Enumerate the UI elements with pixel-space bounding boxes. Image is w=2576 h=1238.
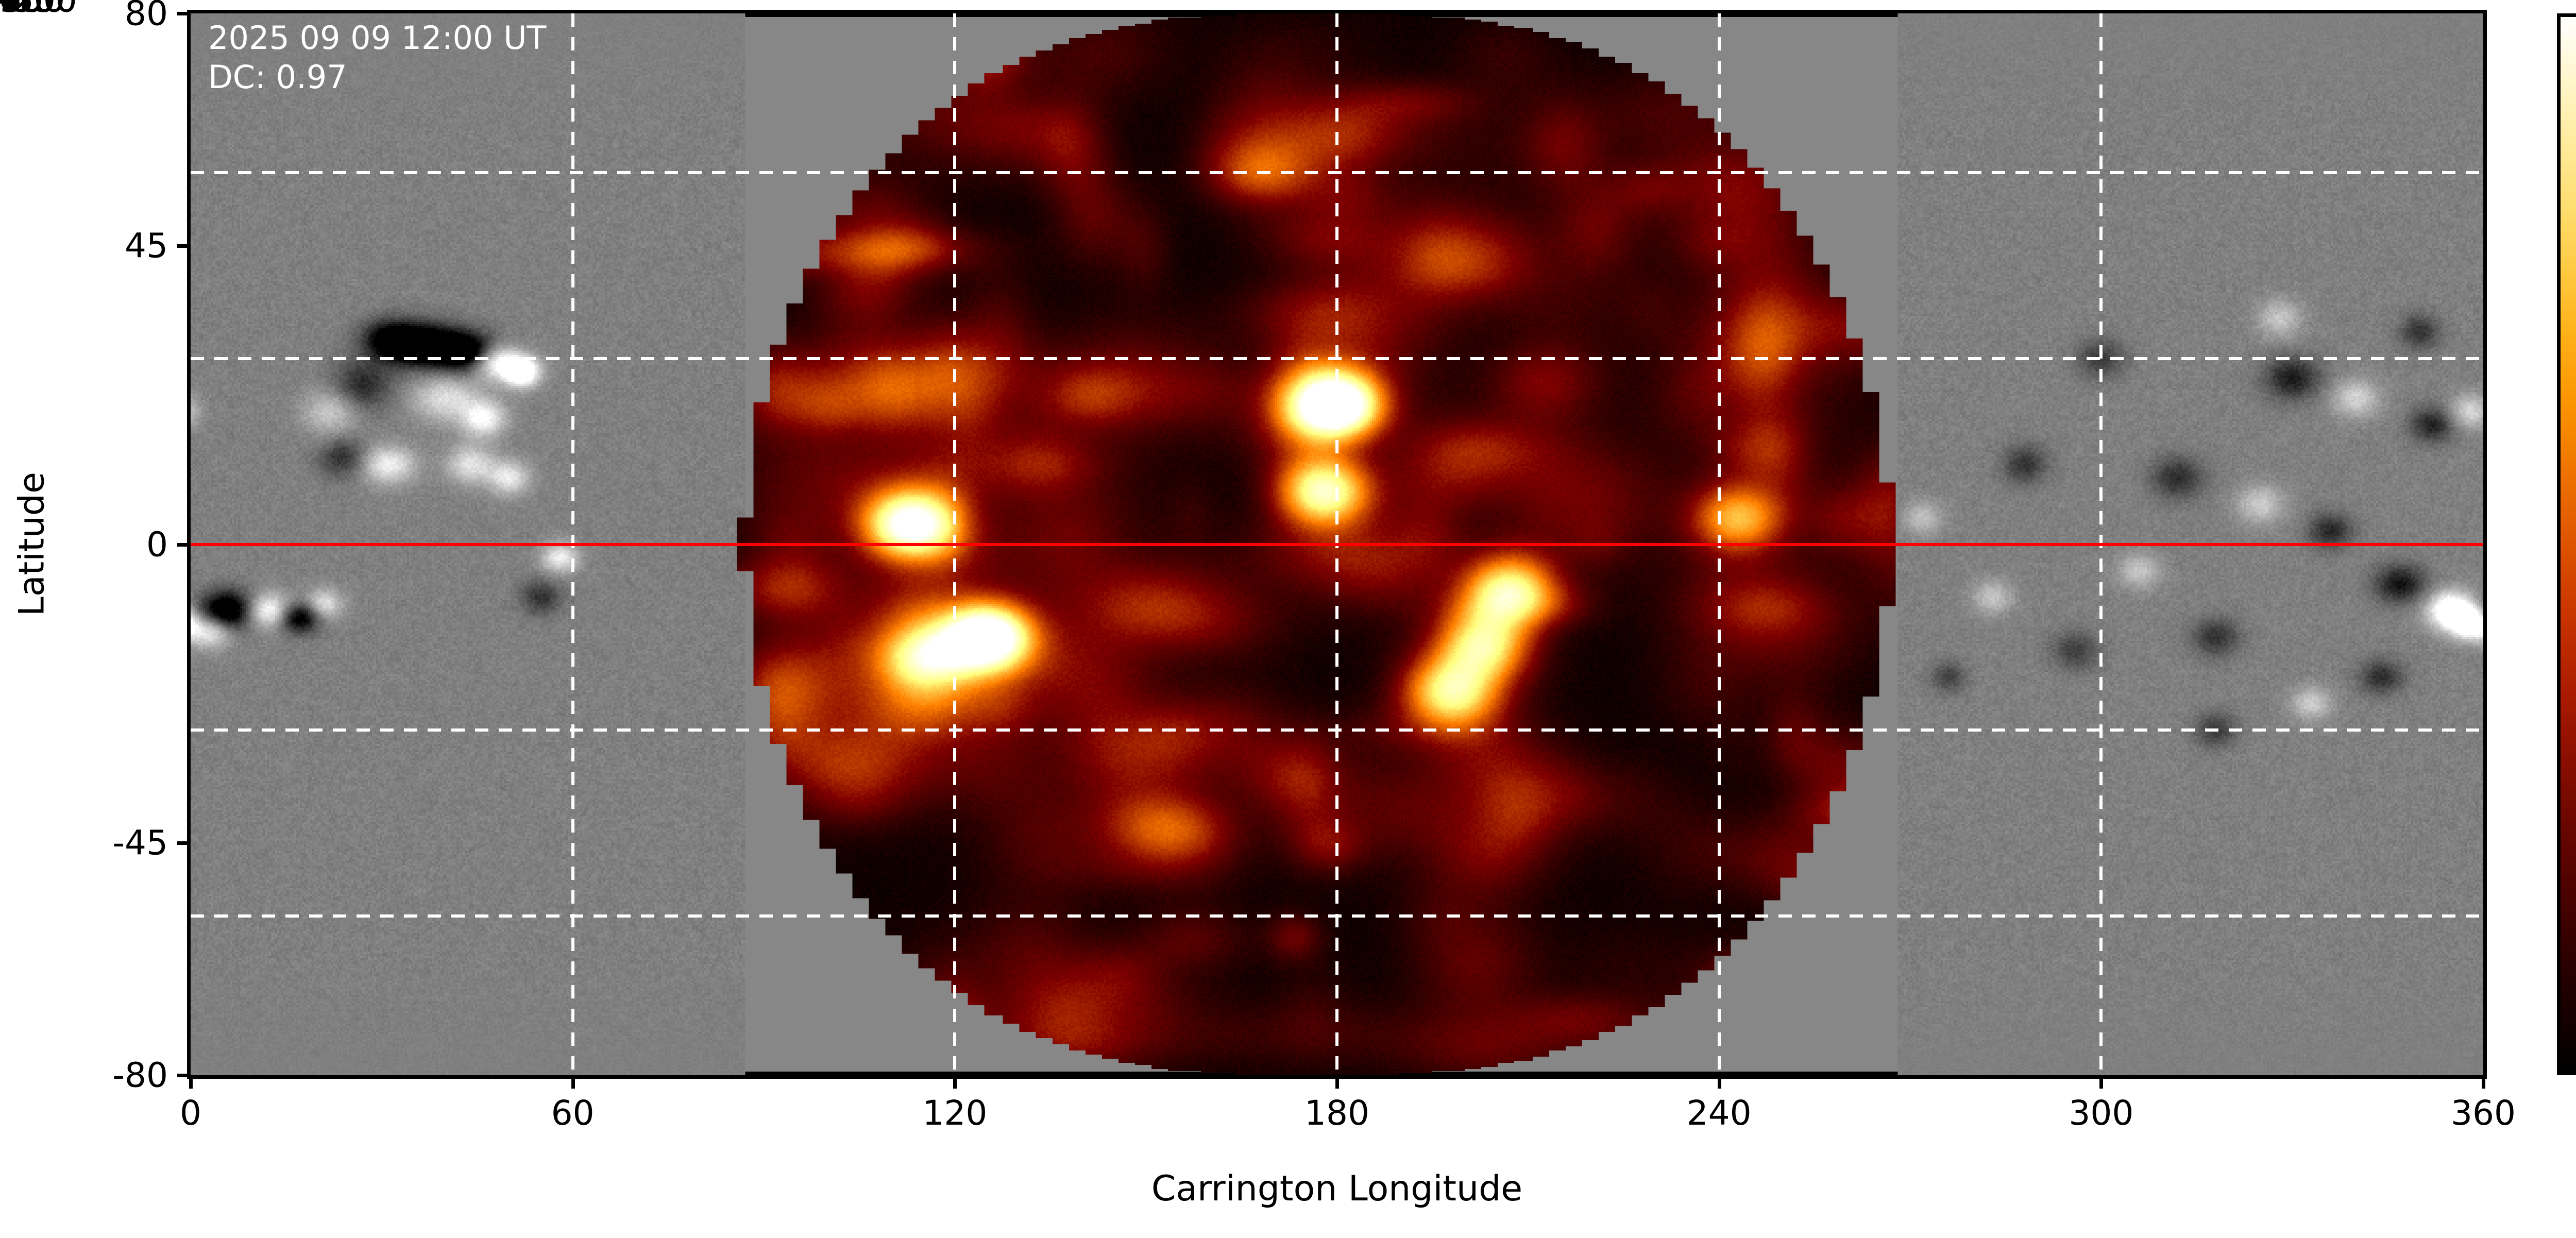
x-axis-label: Carrington Longitude <box>1151 1168 1523 1209</box>
y-tick--45 <box>177 841 191 845</box>
farside-colorbar <box>2557 13 2576 1075</box>
equator-line <box>191 542 2483 546</box>
gridline-latitude--28 <box>191 728 2483 732</box>
frontside-cbtick-200 <box>0 0 13 4</box>
x-tick-label-180: 180 <box>1304 1093 1369 1133</box>
x-tick-360 <box>2482 1075 2485 1089</box>
y-tick-0 <box>177 542 191 547</box>
y-tick-label-45: 45 <box>125 226 168 266</box>
x-tick-label-60: 60 <box>551 1093 595 1133</box>
x-tick-120 <box>953 1075 957 1089</box>
gridline-latitude-56 <box>191 171 2483 175</box>
annotation-block: 2025 09 09 12:00 UT DC: 0.97 <box>208 19 546 96</box>
y-tick-label--45: -45 <box>112 823 168 863</box>
x-tick-label-0: 0 <box>180 1093 201 1133</box>
y-tick-80 <box>177 12 191 15</box>
synoptic-map-axes: NISP NSO INTEGRATED SYNOPTIC PROGRAM 202… <box>191 13 2483 1075</box>
x-tick-label-120: 120 <box>922 1093 988 1133</box>
y-tick-label-80: 80 <box>125 0 168 33</box>
x-tick-label-240: 240 <box>1686 1093 1752 1133</box>
y-tick--80 <box>177 1074 191 1077</box>
x-tick-180 <box>1335 1075 1339 1089</box>
x-tick-60 <box>571 1075 575 1089</box>
y-tick-label--80: -80 <box>112 1055 168 1095</box>
x-tick-label-300: 300 <box>2069 1093 2134 1133</box>
x-tick-300 <box>2099 1075 2104 1089</box>
y-tick-label-0: 0 <box>146 524 168 564</box>
duty-cycle-label: DC: 0.97 <box>208 58 347 96</box>
x-tick-0 <box>189 1075 193 1089</box>
timestamp-label: 2025 09 09 12:00 UT <box>208 19 547 57</box>
gridline-latitude-28 <box>191 357 2483 360</box>
gridline-latitude--56 <box>191 914 2483 918</box>
frontside-cblabel-200: 200 <box>0 0 65 20</box>
y-axis-label: Latitude <box>11 472 53 616</box>
x-tick-label-360: 360 <box>2451 1093 2516 1133</box>
x-tick-240 <box>1717 1075 1721 1089</box>
y-tick-45 <box>177 244 191 248</box>
